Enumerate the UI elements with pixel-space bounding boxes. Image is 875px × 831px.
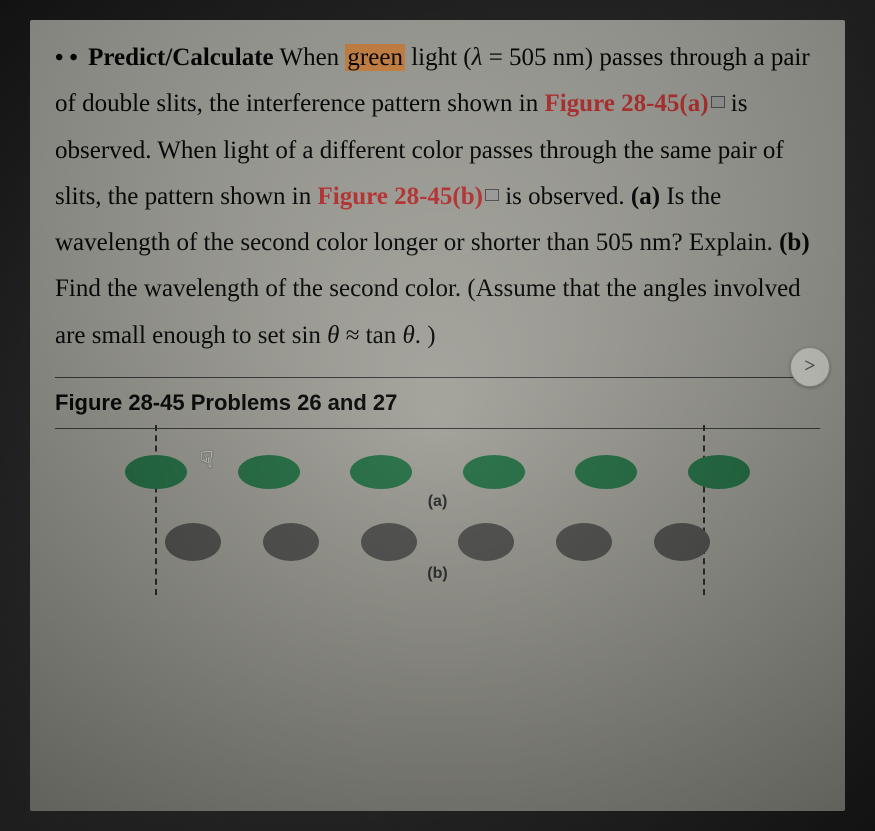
chevron-right-icon: > (804, 355, 815, 378)
fringe-dot (654, 523, 710, 561)
reference-line-right (703, 425, 705, 595)
fringe-dot (125, 455, 187, 489)
pattern-b-label: (b) (105, 565, 770, 583)
figure-section: > Figure 28-45 Problems 26 and 27 ☟ (a) (55, 367, 820, 605)
divider (55, 377, 820, 378)
part-a-label: (a) (631, 183, 660, 210)
pattern-b-row (105, 523, 770, 561)
problem-statement: • • Predict/Calculate When green light (… (55, 35, 820, 359)
figure-link-b[interactable]: Figure 28-45(b) (317, 183, 483, 210)
highlighted-word: green (345, 44, 405, 71)
pattern-a-row: ☟ (105, 455, 770, 489)
fringe-dot (458, 523, 514, 561)
difficulty-bullets: • • (55, 45, 78, 71)
reference-line-left (155, 425, 157, 595)
figure-link-a[interactable]: Figure 28-45(a) (544, 90, 708, 117)
problem-title: Predict/Calculate (88, 44, 274, 71)
textbook-page: • • Predict/Calculate When green light (… (30, 20, 845, 811)
next-button[interactable]: > (790, 347, 830, 387)
popup-icon[interactable] (485, 189, 499, 201)
fringe-dot (165, 523, 221, 561)
fringe-dot (556, 523, 612, 561)
popup-icon[interactable] (711, 96, 725, 108)
fringe-dot (361, 523, 417, 561)
fringe-dot (463, 455, 525, 489)
pattern-a-label: (a) (105, 493, 770, 511)
divider (55, 428, 820, 429)
figure-title: Figure 28-45 Problems 26 and 27 (55, 384, 820, 422)
fringe-dot (575, 455, 637, 489)
fringe-dot (263, 523, 319, 561)
part-b-label: (b) (779, 229, 810, 256)
fringe-dot (688, 455, 750, 489)
fringe-dot (238, 455, 300, 489)
fringe-dot (350, 455, 412, 489)
cursor-icon: ☟ (200, 447, 213, 473)
interference-patterns: ☟ (a) (b) (55, 435, 820, 605)
